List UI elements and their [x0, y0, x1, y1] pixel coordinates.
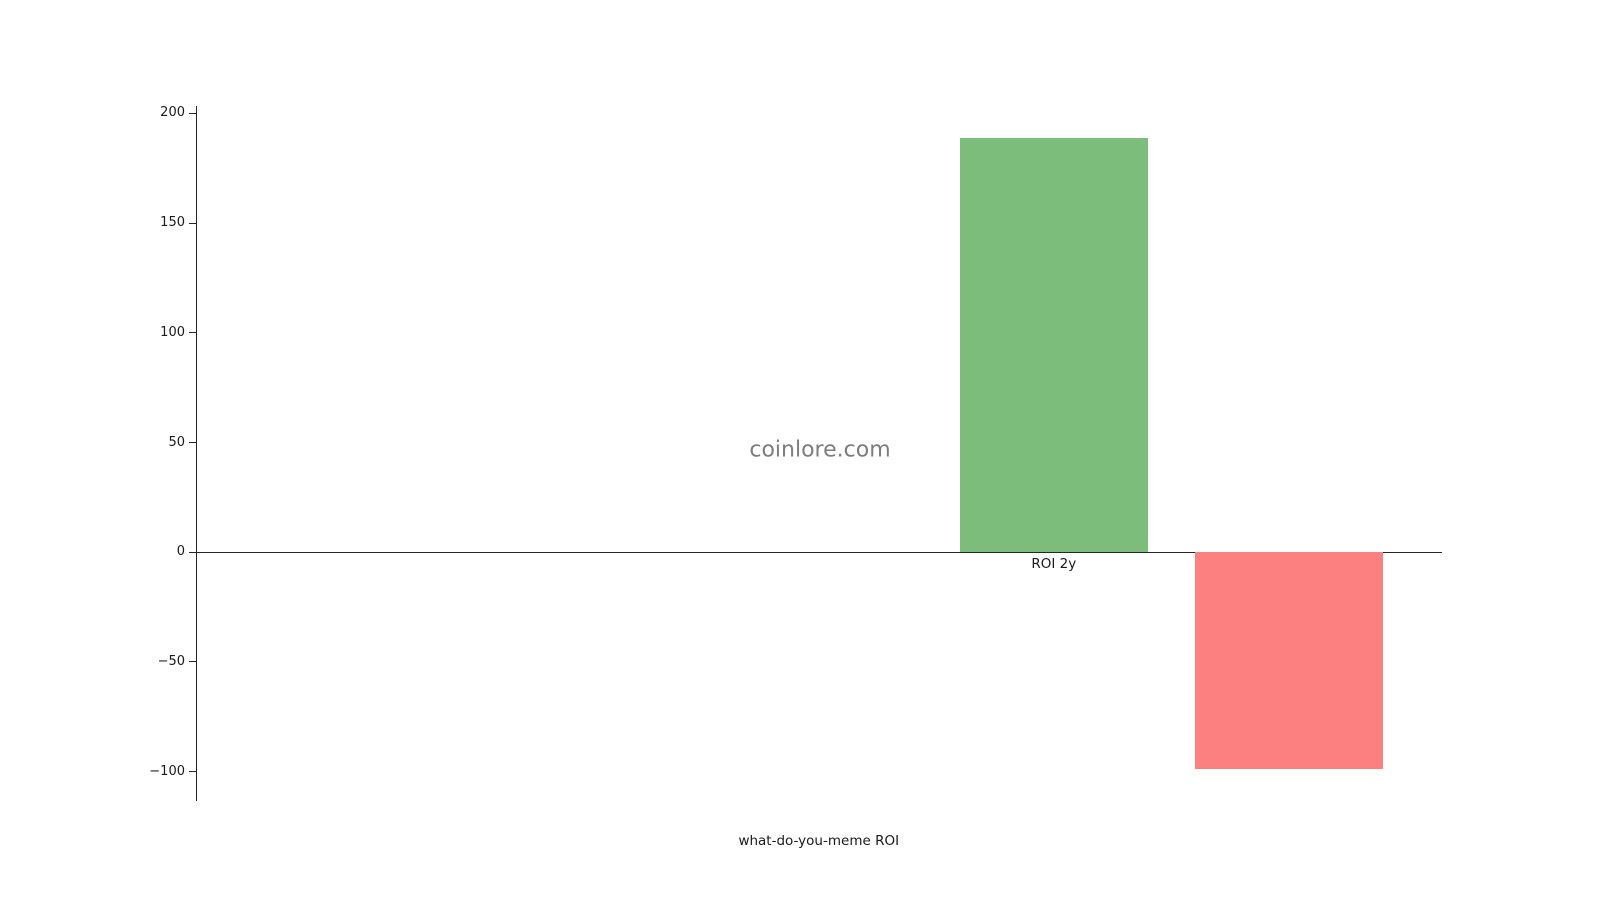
y-tick-label: 150 — [160, 215, 185, 231]
x-tick-label: ROI 2y — [1031, 555, 1077, 572]
x-axis-label: what-do-you-meme ROI — [738, 833, 900, 849]
y-tick-label: 200 — [160, 105, 185, 121]
y-tick-mark — [189, 332, 196, 334]
y-tick-label: 50 — [168, 434, 185, 450]
y-tick-label: 0 — [176, 544, 185, 560]
y-tick-mark — [189, 551, 196, 553]
y-tick-label: 100 — [160, 324, 185, 340]
x-axis-zero-line — [196, 551, 1442, 553]
y-tick-mark — [189, 442, 196, 444]
y-tick-mark — [189, 771, 196, 773]
y-tick-mark — [189, 222, 196, 224]
watermark-text: coinlore.com — [749, 437, 891, 463]
y-tick-label: −100 — [149, 763, 185, 779]
bar-roi-2y — [959, 137, 1148, 553]
y-tick-label: −50 — [157, 653, 185, 669]
y-tick-mark — [189, 112, 196, 114]
bar-category-2 — [1194, 552, 1383, 770]
y-axis-spine — [196, 106, 197, 801]
y-tick-mark — [189, 661, 196, 663]
